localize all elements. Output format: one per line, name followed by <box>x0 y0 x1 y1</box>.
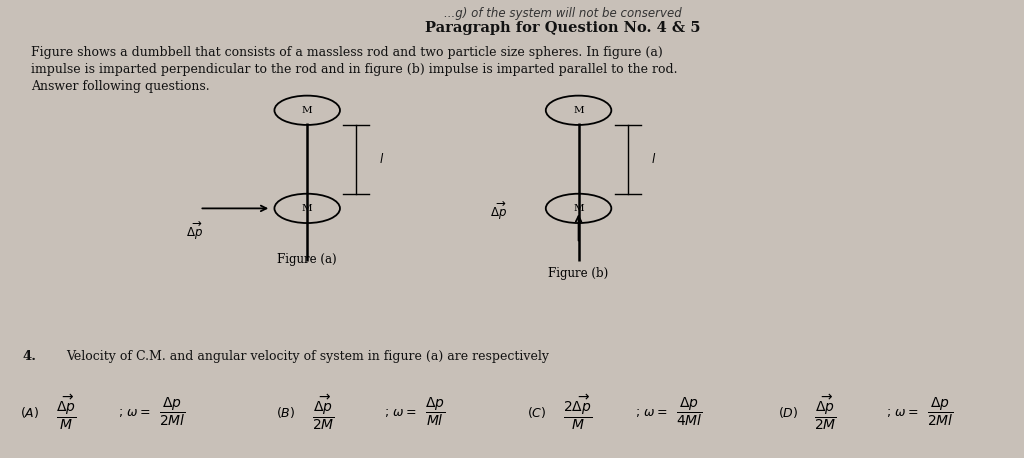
Text: $\dfrac{\Delta p}{2Ml}$: $\dfrac{\Delta p}{2Ml}$ <box>159 396 185 428</box>
Text: $\dfrac{\overrightarrow{\Delta p}}{2M}$: $\dfrac{\overrightarrow{\Delta p}}{2M}$ <box>312 393 335 432</box>
Text: $;\,\omega =$: $;\,\omega =$ <box>886 406 919 419</box>
Text: Figure (a): Figure (a) <box>278 253 337 266</box>
Text: $\dfrac{\overrightarrow{\Delta p}}{M}$: $\dfrac{\overrightarrow{\Delta p}}{M}$ <box>56 393 77 432</box>
Text: $l$: $l$ <box>379 153 384 166</box>
Text: Figure (b): Figure (b) <box>549 267 608 279</box>
Text: $\overrightarrow{\Delta p}$: $\overrightarrow{\Delta p}$ <box>186 220 203 242</box>
Text: Figure shows a dumbbell that consists of a massless rod and two particle size sp: Figure shows a dumbbell that consists of… <box>31 46 663 59</box>
Text: $(D)$: $(D)$ <box>778 405 799 420</box>
Text: M: M <box>302 106 312 115</box>
Text: $l$: $l$ <box>650 153 655 166</box>
Text: $\dfrac{\Delta p}{2Ml}$: $\dfrac{\Delta p}{2Ml}$ <box>927 396 953 428</box>
Text: $\dfrac{\overrightarrow{\Delta p}}{2M}$: $\dfrac{\overrightarrow{\Delta p}}{2M}$ <box>814 393 837 432</box>
Text: $\dfrac{\Delta p}{Ml}$: $\dfrac{\Delta p}{Ml}$ <box>425 396 445 428</box>
Text: impulse is imparted perpendicular to the rod and in figure (b) impulse is impart: impulse is imparted perpendicular to the… <box>31 63 677 76</box>
Text: Paragraph for Question No. 4 & 5: Paragraph for Question No. 4 & 5 <box>425 21 701 35</box>
Text: Answer following questions.: Answer following questions. <box>31 80 209 93</box>
Text: $(C)$: $(C)$ <box>527 405 547 420</box>
Text: $(A)$: $(A)$ <box>20 405 40 420</box>
Text: M: M <box>573 204 584 213</box>
Text: $(B)$: $(B)$ <box>276 405 296 420</box>
Text: $;\,\omega =$: $;\,\omega =$ <box>384 406 417 419</box>
Text: ...g) of the system will not be conserved: ...g) of the system will not be conserve… <box>444 7 682 20</box>
Text: $\overrightarrow{\Delta p}$: $\overrightarrow{\Delta p}$ <box>489 199 507 222</box>
Text: M: M <box>302 204 312 213</box>
Text: $;\,\omega =$: $;\,\omega =$ <box>118 406 151 419</box>
Text: $\dfrac{2\overrightarrow{\Delta p}}{M}$: $\dfrac{2\overrightarrow{\Delta p}}{M}$ <box>563 393 592 432</box>
Text: $\dfrac{\Delta p}{4Ml}$: $\dfrac{\Delta p}{4Ml}$ <box>676 396 702 428</box>
Text: $;\,\omega =$: $;\,\omega =$ <box>635 406 668 419</box>
Text: M: M <box>573 106 584 115</box>
Text: 4.: 4. <box>23 350 37 363</box>
Text: Velocity of C.M. and angular velocity of system in figure (a) are respectively: Velocity of C.M. and angular velocity of… <box>67 350 550 363</box>
